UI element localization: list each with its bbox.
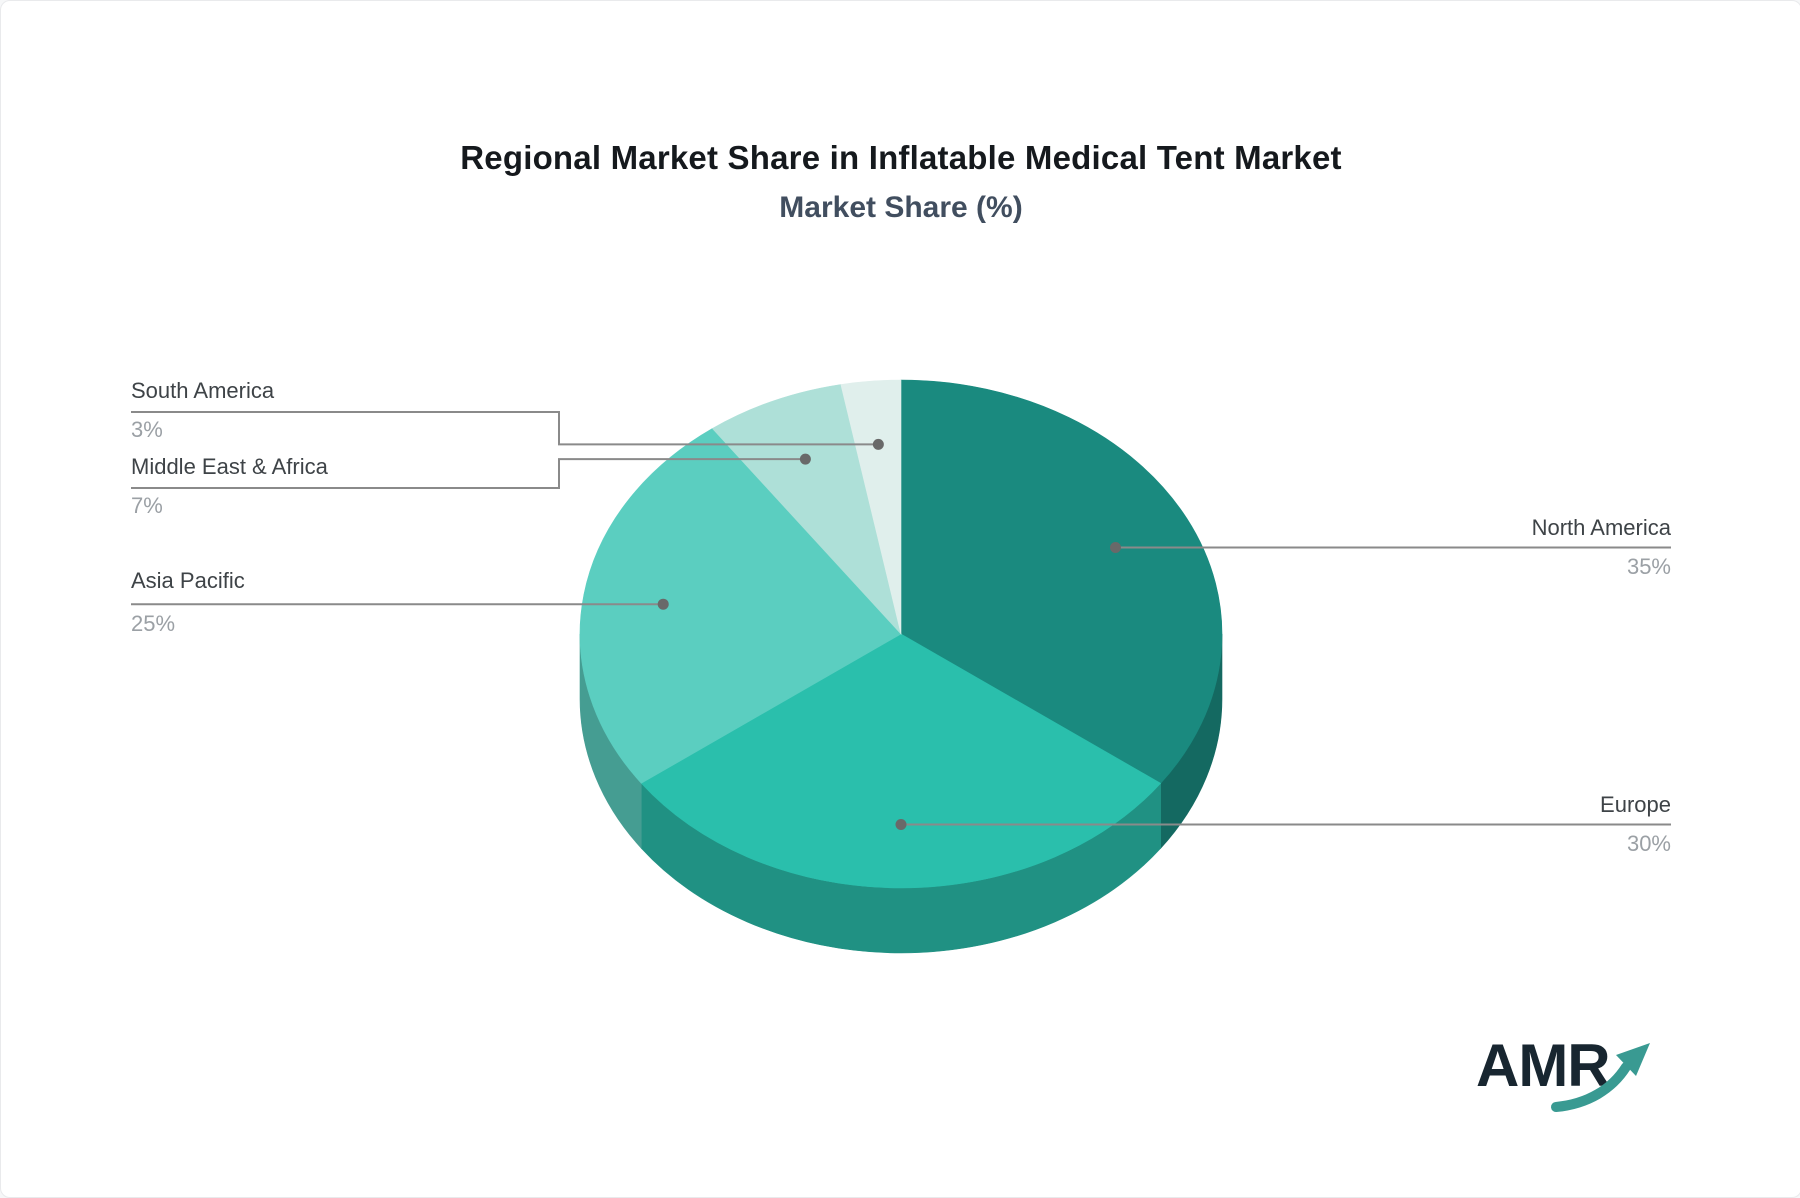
leader-dot-europe (895, 819, 907, 830)
value-asia-pacific: 25% (131, 611, 176, 636)
label-middle-east-africa: Middle East & Africa (131, 454, 328, 479)
label-south-america: South America (131, 378, 275, 403)
leader-line-middle-east-africa (131, 458, 806, 489)
value-middle-east-africa: 7% (131, 493, 163, 518)
leader-dot-middle-east-africa (799, 453, 811, 465)
label-asia-pacific: Asia Pacific (131, 568, 245, 593)
value-europe: 30% (1626, 831, 1671, 856)
leader-dot-asia-pacific (657, 598, 669, 610)
pie-slice-middle-east-africa[interactable] (711, 384, 902, 636)
label-north-america: North America (1531, 515, 1671, 540)
value-north-america: 35% (1626, 554, 1671, 579)
pie-slice-asia-pacific[interactable] (579, 428, 902, 784)
value-south-america: 3% (131, 417, 163, 442)
chart-title: Regional Market Share in Inflatable Medi… (460, 139, 1342, 176)
label-europe: Europe (1600, 792, 1671, 817)
amr-logo-text: AMR (1476, 1032, 1611, 1099)
amr-logo: AMR (1476, 1031, 1686, 1121)
leader-dot-north-america (1110, 542, 1122, 554)
pie-slice-north-america[interactable] (900, 379, 1223, 784)
leader-line-south-america (131, 411, 879, 446)
amr-logo-arrow-icon (1551, 1043, 1650, 1112)
leader-dot-south-america (872, 438, 884, 450)
chart-subtitle: Market Share (%) (779, 191, 1023, 224)
